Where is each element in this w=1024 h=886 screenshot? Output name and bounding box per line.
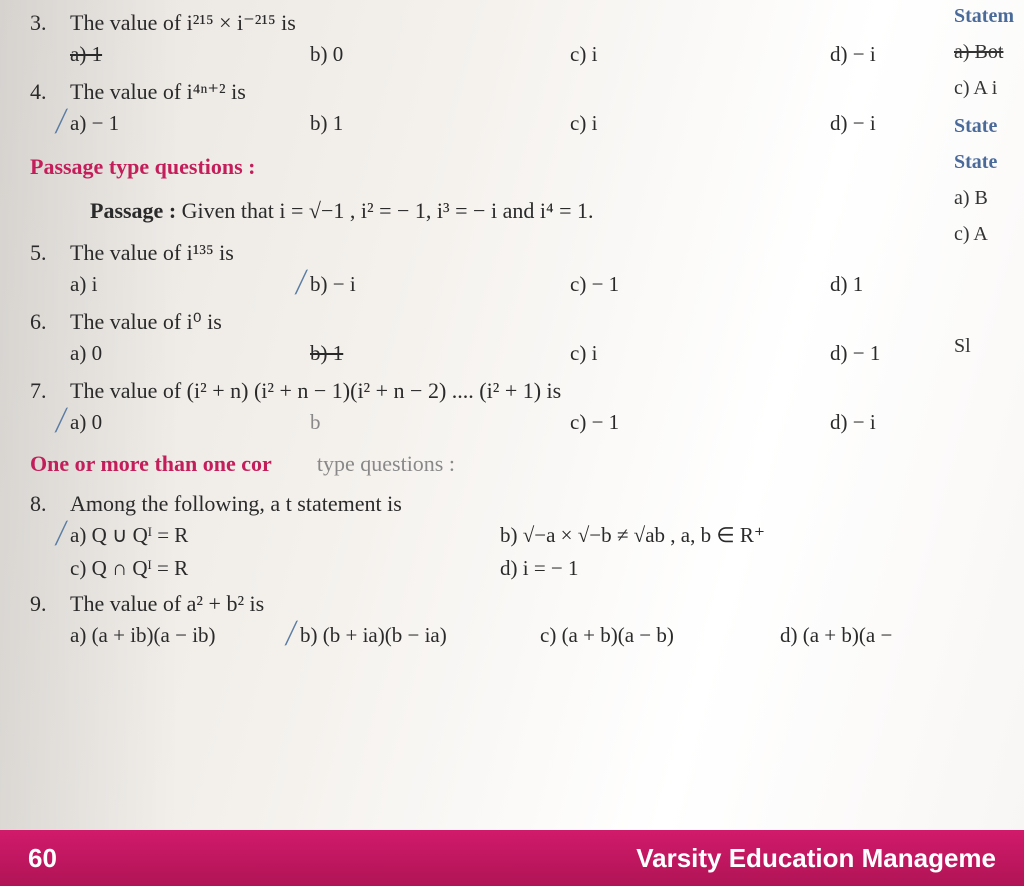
- q4-opt-c: c) i: [570, 111, 830, 136]
- passage-heading: Passage type questions :: [30, 154, 1024, 180]
- footer-bar: 60 Varsity Education Manageme: [0, 830, 1024, 886]
- q4-number: 4.: [30, 79, 70, 105]
- q9-opt-c: c) (a + b)(a − b): [540, 623, 780, 648]
- q6-options: a) 0 b) 1 c) i d) − 1: [70, 341, 1024, 366]
- q3-opt-b: b) 0: [310, 42, 570, 67]
- q5-number: 5.: [30, 240, 70, 266]
- q6-text: The value of i⁰ is: [70, 309, 1024, 335]
- q8-text: Among the following, a t statement is: [70, 491, 1024, 517]
- q4-text: The value of i⁴ⁿ⁺² is: [70, 79, 1024, 105]
- q7-opt-b: b: [310, 410, 570, 435]
- q6-opt-c: c) i: [570, 341, 830, 366]
- q5-opt-d: d) 1: [830, 272, 950, 297]
- right-edge-text: Statem a) Bot c) A i State State a) B c)…: [954, 0, 1024, 366]
- passage-text: Passage : Given that i = √−1 , i² = − 1,…: [90, 198, 1024, 224]
- page-content: 3. The value of i²¹⁵ × i⁻²¹⁵ is a) 1 b) …: [0, 0, 1024, 648]
- q9-text: The value of a² + b² is: [70, 591, 1024, 617]
- q5-opt-c: c) − 1: [570, 272, 830, 297]
- q4-opt-d: d) − i: [830, 111, 950, 136]
- q9-opt-b: ⟋ b) (b + ia)(b − ia): [300, 623, 540, 648]
- q8-opt-d: d) i = − 1: [500, 556, 930, 581]
- q8-opt-c: c) Q ∩ Qᴵ = R: [70, 556, 500, 581]
- q9-options: a) (a + ib)(a − ib) ⟋ b) (b + ia)(b − ia…: [70, 623, 1024, 648]
- edge-r4: State: [954, 110, 1024, 142]
- q7-number: 7.: [30, 378, 70, 404]
- footer-brand: Varsity Education Manageme: [636, 843, 996, 874]
- edge-r3: c) A i: [954, 72, 1024, 104]
- q8-opt-b: b) √−a × √−b ≠ √ab , a, b ∈ R⁺: [500, 523, 930, 548]
- q4-opt-a: ⟋ a) − 1: [70, 111, 310, 136]
- edge-r7: c) A: [954, 218, 1024, 250]
- question-5: 5. The value of i¹³⁵ is: [30, 240, 1024, 266]
- page-number: 60: [28, 843, 57, 874]
- question-7: 7. The value of (i² + n) (i² + n − 1)(i²…: [30, 378, 1024, 404]
- q8-options-row2: c) Q ∩ Qᴵ = R d) i = − 1: [70, 556, 1024, 581]
- q7-options: ⟋ a) 0 b c) − 1 d) − i: [70, 410, 1024, 435]
- q4-opt-b: b) 1: [310, 111, 570, 136]
- edge-r1: Statem: [954, 0, 1024, 32]
- q4-options: ⟋ a) − 1 b) 1 c) i d) − i: [70, 111, 1024, 136]
- question-9: 9. The value of a² + b² is: [30, 591, 1024, 617]
- q6-opt-b: b) 1: [310, 341, 570, 366]
- q6-opt-d: d) − 1: [830, 341, 950, 366]
- q7-opt-c: c) − 1: [570, 410, 830, 435]
- q3-text: The value of i²¹⁵ × i⁻²¹⁵ is: [70, 10, 1024, 36]
- edge-r2: a) Bot: [954, 36, 1024, 68]
- question-8: 8. Among the following, a t statement is: [30, 491, 1024, 517]
- question-3: 3. The value of i²¹⁵ × i⁻²¹⁵ is: [30, 10, 1024, 36]
- section-heading-2: One or more than one cor type questions …: [30, 451, 1024, 477]
- passage-label: Passage :: [90, 198, 182, 223]
- q5-options: a) i ⟋ b) − i c) − 1 d) 1: [70, 272, 1024, 297]
- edge-r5: State: [954, 146, 1024, 178]
- q7-opt-d: d) − i: [830, 410, 950, 435]
- question-6: 6. The value of i⁰ is: [30, 309, 1024, 335]
- q7-opt-a: ⟋ a) 0: [70, 410, 310, 435]
- q5-opt-b: ⟋ b) − i: [310, 272, 570, 297]
- edge-r6: a) B: [954, 182, 1024, 214]
- q9-number: 9.: [30, 591, 70, 617]
- q5-opt-a: a) i: [70, 272, 310, 297]
- q5-text: The value of i¹³⁵ is: [70, 240, 1024, 266]
- q3-number: 3.: [30, 10, 70, 36]
- q3-options: a) 1 b) 0 c) i d) − i: [70, 42, 1024, 67]
- q8-number: 8.: [30, 491, 70, 517]
- edge-r8: Sl: [954, 330, 1024, 362]
- q3-opt-c: c) i: [570, 42, 830, 67]
- q7-text: The value of (i² + n) (i² + n − 1)(i² + …: [70, 378, 1024, 404]
- q9-opt-a: a) (a + ib)(a − ib): [70, 623, 300, 648]
- q8-opt-a: ⟋ a) Q ∪ Qᴵ = R: [70, 523, 500, 548]
- q3-opt-a: a) 1: [70, 42, 310, 67]
- q9-opt-d: d) (a + b)(a −: [780, 623, 940, 648]
- q6-opt-a: a) 0: [70, 341, 310, 366]
- q3-opt-d: d) − i: [830, 42, 950, 67]
- passage-body: Given that i = √−1 , i² = − 1, i³ = − i …: [182, 198, 594, 223]
- q8-options-row1: ⟋ a) Q ∪ Qᴵ = R b) √−a × √−b ≠ √ab , a, …: [70, 523, 1024, 548]
- question-4: 4. The value of i⁴ⁿ⁺² is: [30, 79, 1024, 105]
- q6-number: 6.: [30, 309, 70, 335]
